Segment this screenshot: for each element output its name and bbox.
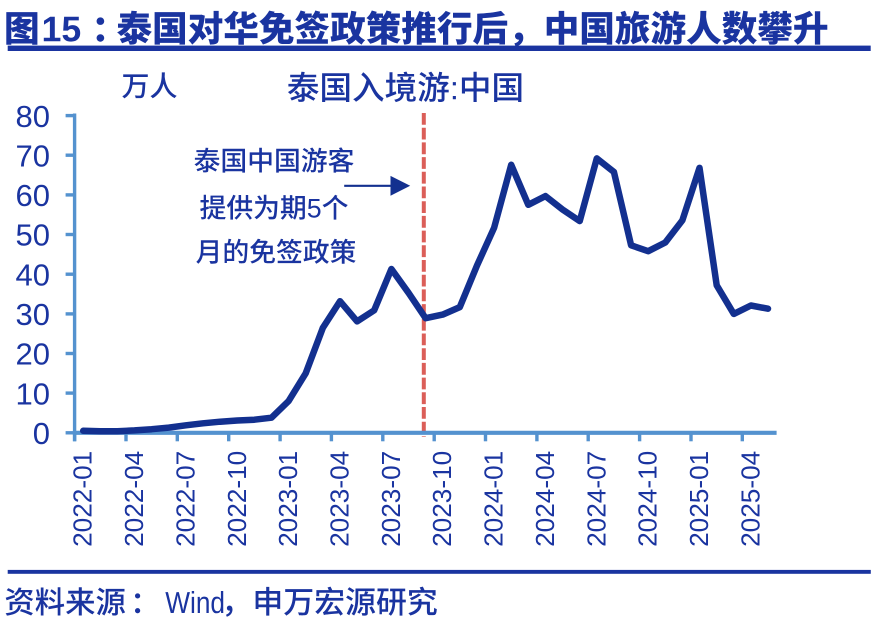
svg-text:10: 10 xyxy=(16,376,50,411)
svg-text:2023-10: 2023-10 xyxy=(427,451,457,547)
svg-text:60: 60 xyxy=(16,178,50,213)
svg-text:2025-01: 2025-01 xyxy=(684,451,714,547)
svg-text:0: 0 xyxy=(33,416,50,451)
svg-text:2022-01: 2022-01 xyxy=(68,451,98,547)
svg-text:20: 20 xyxy=(16,337,50,372)
svg-text:2024-01: 2024-01 xyxy=(479,451,509,547)
svg-text:2025-04: 2025-04 xyxy=(735,451,765,547)
svg-text:2022-04: 2022-04 xyxy=(119,451,149,547)
svg-text:40: 40 xyxy=(16,257,50,292)
svg-text:2022-07: 2022-07 xyxy=(170,451,200,547)
svg-text:2024-04: 2024-04 xyxy=(530,451,560,547)
svg-text:50: 50 xyxy=(16,218,50,253)
svg-text:70: 70 xyxy=(16,138,50,173)
svg-text:2023-07: 2023-07 xyxy=(376,451,406,547)
svg-text:80: 80 xyxy=(16,99,50,134)
svg-text:2022-10: 2022-10 xyxy=(222,451,252,547)
svg-text:2023-01: 2023-01 xyxy=(273,451,303,547)
svg-text:30: 30 xyxy=(16,297,50,332)
svg-text:2024-07: 2024-07 xyxy=(581,451,611,547)
svg-text:2024-10: 2024-10 xyxy=(633,451,663,547)
svg-text:2023-04: 2023-04 xyxy=(325,451,355,547)
